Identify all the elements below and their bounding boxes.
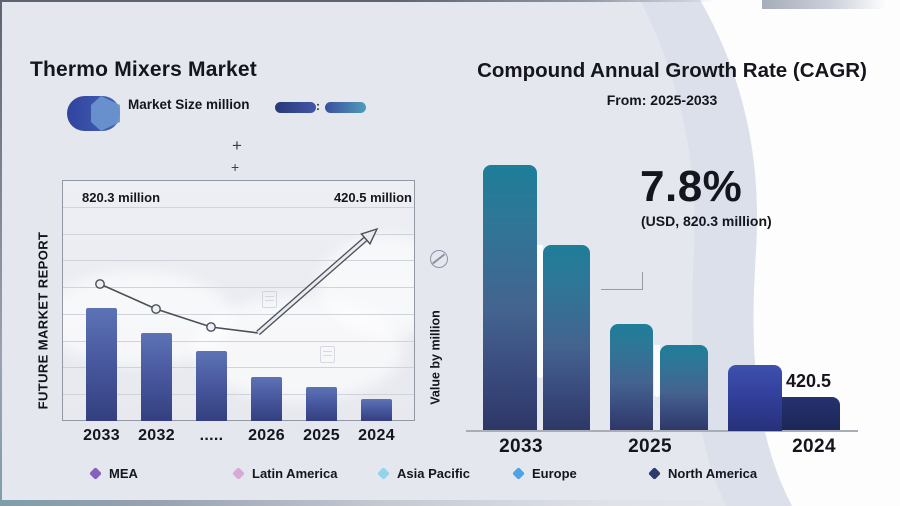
gridline (63, 260, 414, 262)
annotation-820-million: 820.3 million (82, 190, 161, 205)
legend-item: Europe (512, 466, 577, 481)
page-title: Thermo Mixers Market (30, 58, 257, 81)
ratio-colon: : (316, 99, 320, 113)
plus-mark-bottom: + (231, 159, 240, 175)
x-axis-label: 2032 (138, 427, 175, 444)
bottom-gradient-strip (0, 500, 784, 506)
gridline (63, 367, 414, 369)
decorative-step-line (601, 289, 643, 290)
gridline (63, 340, 414, 342)
cagr-bar (543, 245, 590, 431)
capsule-logo-icon (67, 96, 120, 131)
cagr-bar (483, 165, 537, 431)
decorative-step-line (642, 272, 643, 290)
x-axis-label: ..... (199, 427, 224, 444)
slashed-circle-icon (430, 250, 448, 268)
legend-item: MEA (89, 466, 138, 481)
legend-diamond-icon (377, 467, 390, 480)
market-size-bar (306, 387, 337, 421)
gridline (63, 233, 414, 235)
gridline (63, 287, 414, 289)
gridline (63, 207, 414, 208)
clipboard-watermark-icon (320, 346, 335, 363)
ratio-pill-right-icon (325, 102, 366, 113)
x-axis-label: 2033 (499, 436, 543, 457)
bar-separator (537, 245, 543, 378)
cagr-bar (610, 324, 653, 431)
legend-label: Latin America (252, 466, 338, 481)
legend-item: Latin America (232, 466, 338, 481)
market-size-bar (141, 333, 172, 421)
cagr-bar (728, 365, 782, 431)
market-size-bar (196, 351, 227, 421)
gridline (63, 393, 414, 395)
cagr-bar (782, 397, 840, 431)
clipboard-watermark-icon (262, 291, 277, 308)
x-axis-label: 2024 (792, 436, 836, 457)
legend-diamond-icon (89, 467, 102, 480)
market-size-bar (86, 308, 117, 421)
legend-diamond-icon (648, 467, 661, 480)
plus-mark-top: + (232, 136, 242, 155)
cagr-bar (660, 345, 708, 431)
market-size-bar (361, 399, 392, 421)
x-axis-label: 2024 (358, 427, 395, 444)
cagr-value: 7.8% (640, 162, 743, 211)
bar-separator (654, 345, 660, 397)
top-right-strip (762, 0, 888, 9)
market-size-label: Market Size million (128, 97, 250, 112)
x-axis-label: 2033 (83, 427, 120, 444)
cagr-title: Compound Annual Growth Rate (CAGR) (477, 59, 867, 82)
left-border-line (0, 0, 2, 506)
legend-item: Asia Pacific (377, 466, 470, 481)
legend-item: North America (648, 466, 758, 481)
legend-diamond-icon (232, 467, 245, 480)
legend-label: Asia Pacific (397, 466, 470, 481)
x-axis-label: 2025 (628, 436, 672, 457)
cagr-baseline (466, 430, 858, 432)
value-axis-label: Value by million (428, 310, 443, 405)
cagr-subtitle: From: 2025-2033 (606, 92, 718, 108)
ratio-pill-left-icon (275, 102, 316, 113)
x-axis-label: 2026 (248, 427, 285, 444)
legend-diamond-icon (512, 467, 525, 480)
callout-420-5: 420.5 (786, 371, 832, 391)
market-size-bar (251, 377, 282, 421)
cagr-note: (USD, 820.3 million) (641, 213, 772, 229)
x-axis-label: 2025 (303, 427, 340, 444)
legend-label: North America (668, 466, 758, 481)
watermark-future-market-report: FUTURE MARKET REPORT (35, 231, 51, 410)
top-border-line (0, 0, 716, 2)
legend-label: Europe (532, 466, 577, 481)
legend-label: MEA (109, 466, 138, 481)
annotation-420-million: 420.5 million (333, 190, 412, 205)
